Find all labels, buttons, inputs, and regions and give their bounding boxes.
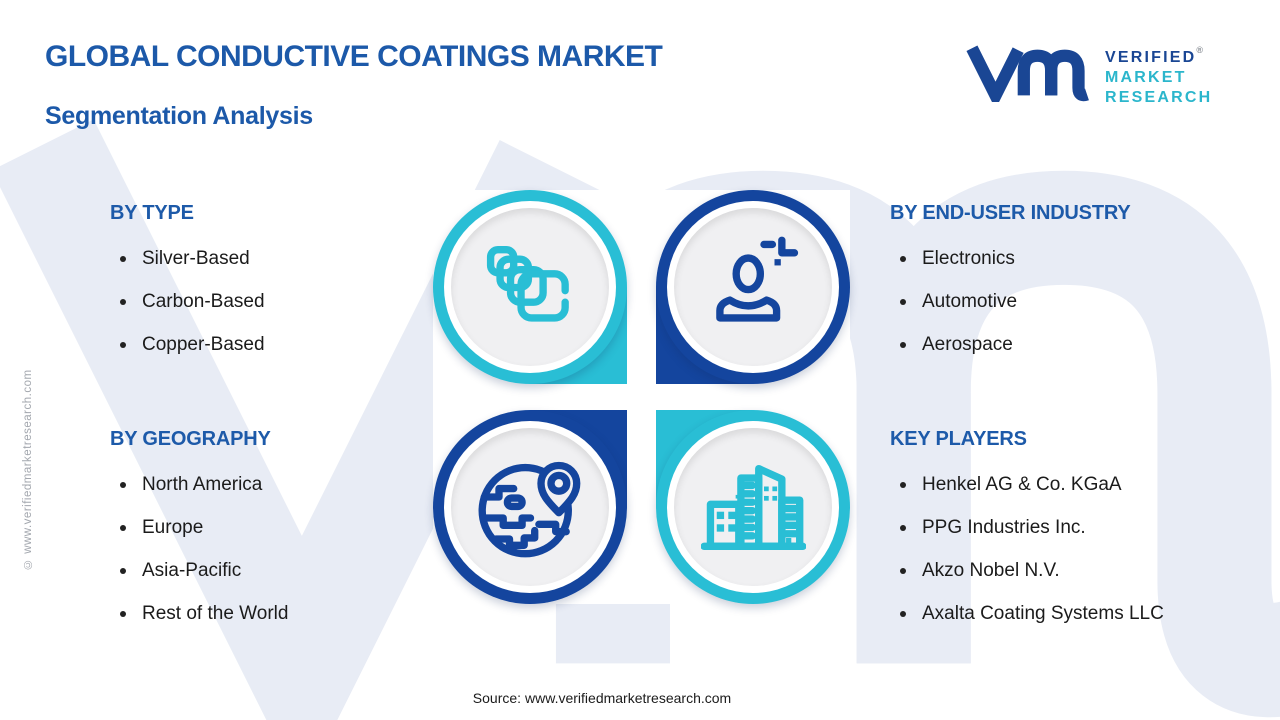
bullet-dot (120, 341, 126, 348)
quadrant-inner (451, 428, 609, 586)
list-item-label: Europe (142, 516, 204, 538)
list-item: Silver-Based (110, 237, 440, 280)
list-item: Asia-Pacific (110, 549, 440, 592)
quadrant-by-end-user (656, 190, 850, 384)
bullet-dot (900, 567, 906, 574)
page-title: GLOBAL CONDUCTIVE COATINGS MARKET (45, 40, 663, 73)
side-copyright: © www.verifiedmarketresearch.com (22, 369, 34, 570)
bullet-dot (900, 255, 906, 262)
bullet-list: Silver-Based Carbon-Based Copper-Based (110, 237, 440, 366)
list-item-label: Henkel AG & Co. KGaA (922, 473, 1122, 495)
logo-word-verified: VERIFIED® (1105, 40, 1212, 68)
list-item: Copper-Based (110, 323, 440, 366)
logo-word-market: MARKET (1105, 69, 1187, 86)
source-label: Source: (472, 690, 522, 706)
list-item-label: Automotive (922, 290, 1018, 312)
bullet-dot (120, 298, 126, 305)
page-subtitle: Segmentation Analysis (45, 102, 313, 130)
section-title: BY END-USER INDUSTRY (890, 202, 1131, 224)
bullet-dot (120, 567, 126, 574)
bullet-list: Henkel AG & Co. KGaA PPG Industries Inc.… (890, 463, 1280, 635)
bullet-dot (900, 610, 906, 617)
list-item: North America (110, 463, 440, 506)
end-user-person-icon (715, 236, 798, 322)
list-item: Rest of the World (110, 592, 440, 635)
list-item: Henkel AG & Co. KGaA (890, 463, 1280, 506)
bullet-list: Electronics Automotive Aerospace (890, 237, 1280, 366)
bullet-dot (900, 524, 906, 531)
list-item: Carbon-Based (110, 280, 440, 323)
list-item-label: Silver-Based (142, 247, 250, 269)
quadrant-key-players (656, 410, 850, 604)
list-item: Electronics (890, 237, 1280, 280)
list-item-label: Electronics (922, 247, 1015, 269)
logo-word-research: RESEARCH (1105, 89, 1213, 106)
source-url: www.verifiedmarketresearch.com (525, 690, 732, 706)
list-item-label: Rest of the World (142, 602, 289, 624)
section-by-geography: BY GEOGRAPHY North America Europe Asia-P… (110, 428, 440, 635)
city-buildings-icon (700, 464, 806, 550)
bullet-list: North America Europe Asia-Pacific Rest o… (110, 463, 440, 635)
list-item-label: Asia-Pacific (142, 559, 242, 581)
registered-trademark: ® (1196, 45, 1204, 55)
quadrant-inner (674, 208, 832, 366)
globe-location-icon (478, 461, 580, 557)
logo-wordmark: VERIFIED® MARKET RESEARCH (1105, 40, 1212, 108)
bullet-dot (120, 255, 126, 262)
section-by-end-user-industry: BY END-USER INDUSTRY Electronics Automot… (890, 202, 1280, 366)
list-item: Europe (110, 506, 440, 549)
logo-word-verified-text: VERIFIED (1105, 49, 1197, 66)
coating-layers-icon (486, 245, 569, 322)
list-item: Akzo Nobel N.V. (890, 549, 1280, 592)
section-title: BY TYPE (110, 202, 194, 224)
list-item-label: Aerospace (922, 333, 1013, 355)
vmr-monogram-icon (966, 45, 1089, 102)
list-item-label: PPG Industries Inc. (922, 516, 1086, 538)
list-item: PPG Industries Inc. (890, 506, 1280, 549)
source-line: Source: www.verifiedmarketresearch.com (0, 690, 1242, 706)
section-title: KEY PLAYERS (890, 428, 1027, 450)
bullet-dot (120, 481, 126, 488)
bullet-dot (120, 524, 126, 531)
list-item: Automotive (890, 280, 1280, 323)
quadrant-inner (451, 208, 609, 366)
vmr-logo: VERIFIED® MARKET RESEARCH (965, 36, 1212, 108)
bullet-dot (120, 610, 126, 617)
list-item: Aerospace (890, 323, 1280, 366)
list-item: Axalta Coating Systems LLC (890, 592, 1280, 635)
bullet-dot (900, 341, 906, 348)
section-key-players: KEY PLAYERS Henkel AG & Co. KGaA PPG Ind… (890, 428, 1280, 635)
bullet-dot (900, 481, 906, 488)
list-item-label: Carbon-Based (142, 290, 265, 312)
section-by-type: BY TYPE Silver-Based Carbon-Based Copper… (110, 202, 440, 366)
section-title: BY GEOGRAPHY (110, 428, 271, 450)
list-item-label: North America (142, 473, 263, 495)
list-item-label: Axalta Coating Systems LLC (922, 602, 1164, 624)
quadrant-inner (674, 428, 832, 586)
quadrant-by-type (433, 190, 627, 384)
quadrant-by-geography (433, 410, 627, 604)
list-item-label: Akzo Nobel N.V. (922, 559, 1060, 581)
list-item-label: Copper-Based (142, 333, 265, 355)
bullet-dot (900, 298, 906, 305)
